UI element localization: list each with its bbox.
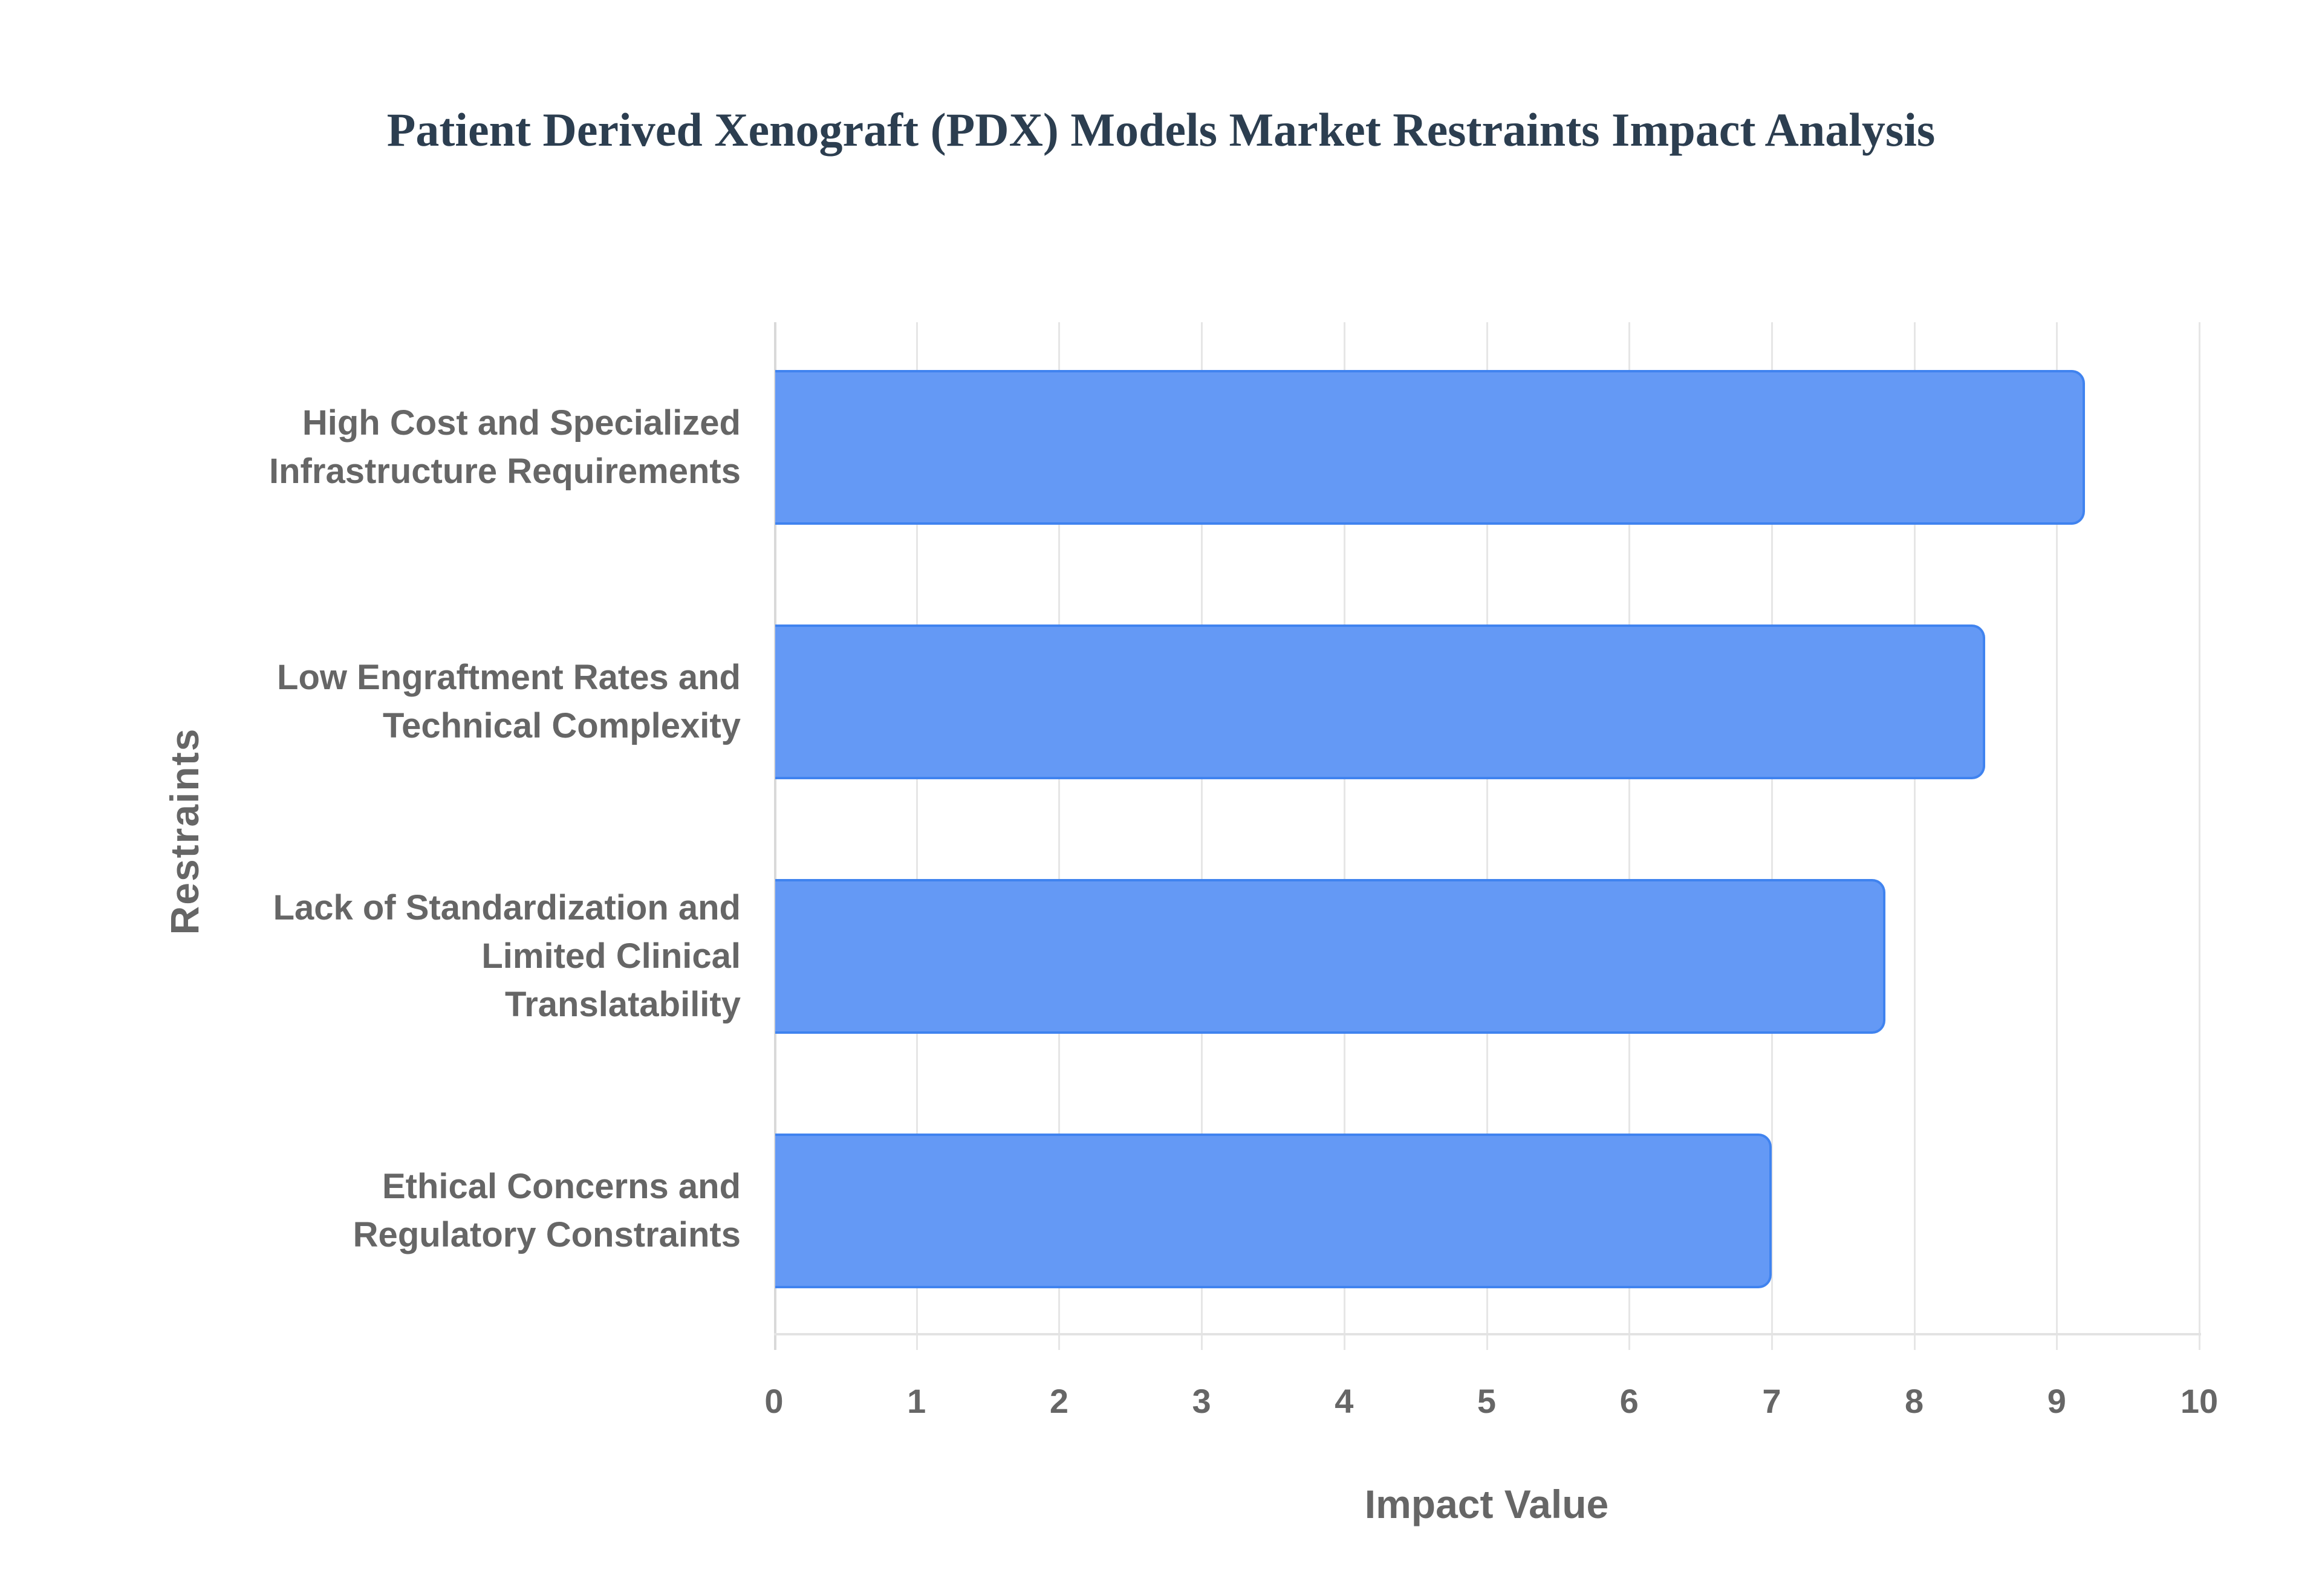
category-label: Ethical Concerns and Regulatory Constrain…	[353, 1167, 741, 1254]
bar[interactable]	[775, 624, 1986, 779]
plot-area	[774, 322, 2201, 1350]
bar[interactable]	[775, 370, 2086, 525]
x-tick-label: 2	[1049, 1382, 1068, 1420]
gridline	[1058, 322, 1061, 1350]
category-label: Lack of Standardization and Limited Clini…	[273, 888, 741, 1024]
category-label: High Cost and Specialized Infrastructure …	[269, 403, 741, 491]
gridline	[2199, 322, 2200, 1350]
x-tick-label: 1	[907, 1382, 926, 1420]
gridline	[1771, 322, 1773, 1350]
chart-title: Patient Derived Xenograft (PDX) Models M…	[386, 103, 1936, 156]
x-axis-title: Impact Value	[1364, 1482, 1609, 1526]
gridline	[2056, 322, 2058, 1350]
category-label: Low Engraftment Rates and Technical Compl…	[277, 658, 741, 745]
x-tick-label: 10	[2180, 1382, 2219, 1420]
x-tick-label: 8	[1905, 1382, 1924, 1420]
x-tick-label: 9	[2047, 1382, 2066, 1420]
x-axis-line	[774, 1333, 2201, 1335]
gridline	[1486, 322, 1488, 1350]
x-tick-label: 4	[1335, 1382, 1354, 1420]
bar[interactable]	[775, 1134, 1772, 1288]
x-tick-label: 6	[1619, 1382, 1639, 1420]
gridline	[1343, 322, 1345, 1350]
gridline	[1201, 322, 1203, 1350]
gridline	[1628, 322, 1631, 1350]
bar[interactable]	[775, 879, 1886, 1034]
gridline	[915, 322, 918, 1350]
x-tick-label: 0	[764, 1382, 784, 1420]
x-tick-label: 3	[1192, 1382, 1211, 1420]
gridline	[1913, 322, 1916, 1350]
y-axis-line	[774, 322, 776, 1350]
x-tick-label: 5	[1477, 1382, 1497, 1420]
x-tick-label: 7	[1762, 1382, 1781, 1420]
